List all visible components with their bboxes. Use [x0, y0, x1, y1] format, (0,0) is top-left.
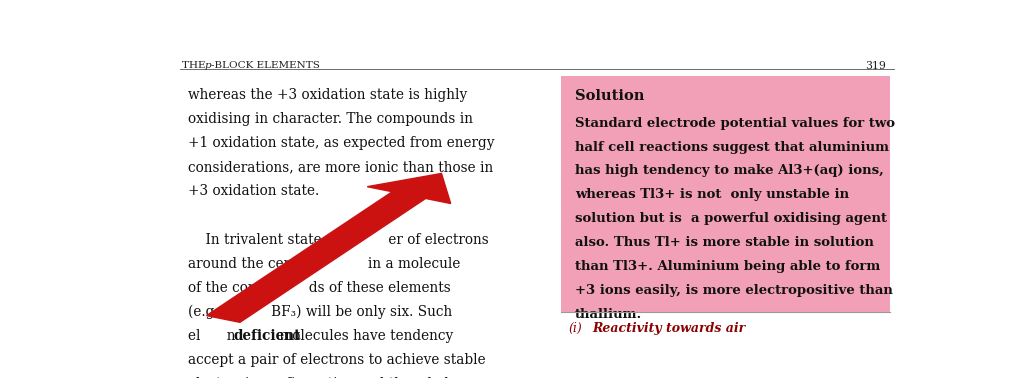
Text: +3 ions easily, is more electropositive than: +3 ions easily, is more electropositive … — [574, 284, 893, 297]
Text: +1 oxidation state, as expected from energy: +1 oxidation state, as expected from ene… — [187, 136, 494, 150]
Text: Standard electrode potential values for two: Standard electrode potential values for … — [574, 117, 895, 130]
Text: deficient: deficient — [233, 329, 301, 343]
Text: el      n: el n — [187, 329, 240, 343]
Text: has high tendency to make Al3+(aq) ions,: has high tendency to make Al3+(aq) ions, — [574, 164, 884, 177]
Text: solution but is  a powerful oxidising agent: solution but is a powerful oxidising age… — [574, 212, 887, 225]
Text: (e.g., b        BF₃) will be only six. Such: (e.g., b BF₃) will be only six. Such — [187, 305, 452, 319]
Text: p: p — [204, 61, 211, 70]
Text: around the cent                in a molecule: around the cent in a molecule — [187, 257, 460, 271]
Text: whereas Tl3+ is not  only unstable in: whereas Tl3+ is not only unstable in — [574, 188, 849, 201]
Text: 319: 319 — [865, 61, 886, 71]
FancyArrow shape — [207, 174, 451, 322]
Text: thallium.: thallium. — [574, 308, 642, 321]
Text: whereas the +3 oxidation state is highly: whereas the +3 oxidation state is highly — [187, 88, 467, 102]
Text: oxidising in character. The compounds in: oxidising in character. The compounds in — [187, 112, 472, 126]
FancyBboxPatch shape — [560, 76, 890, 312]
Text: molecules have tendency: molecules have tendency — [275, 329, 454, 343]
Text: Reactivity towards air: Reactivity towards air — [592, 322, 745, 335]
Text: half cell reactions suggest that aluminium: half cell reactions suggest that alumini… — [574, 141, 889, 153]
Text: accept a pair of electrons to achieve stable: accept a pair of electrons to achieve st… — [187, 353, 485, 367]
Text: also. Thus Tl+ is more stable in solution: also. Thus Tl+ is more stable in solutio… — [574, 236, 873, 249]
Text: of the com           ds of these elements: of the com ds of these elements — [187, 281, 451, 295]
Text: In trivalent state, th          er of electrons: In trivalent state, th er of electrons — [187, 232, 488, 246]
Text: THE: THE — [182, 61, 209, 70]
Text: -BLOCK ELEMENTS: -BLOCK ELEMENTS — [211, 61, 319, 70]
Text: (i): (i) — [568, 322, 583, 335]
Text: +3 oxidation state.: +3 oxidation state. — [187, 184, 318, 198]
Text: considerations, are more ionic than those in: considerations, are more ionic than thos… — [187, 160, 493, 174]
Text: than Tl3+. Aluminium being able to form: than Tl3+. Aluminium being able to form — [574, 260, 880, 273]
Text: Solution: Solution — [574, 89, 644, 103]
